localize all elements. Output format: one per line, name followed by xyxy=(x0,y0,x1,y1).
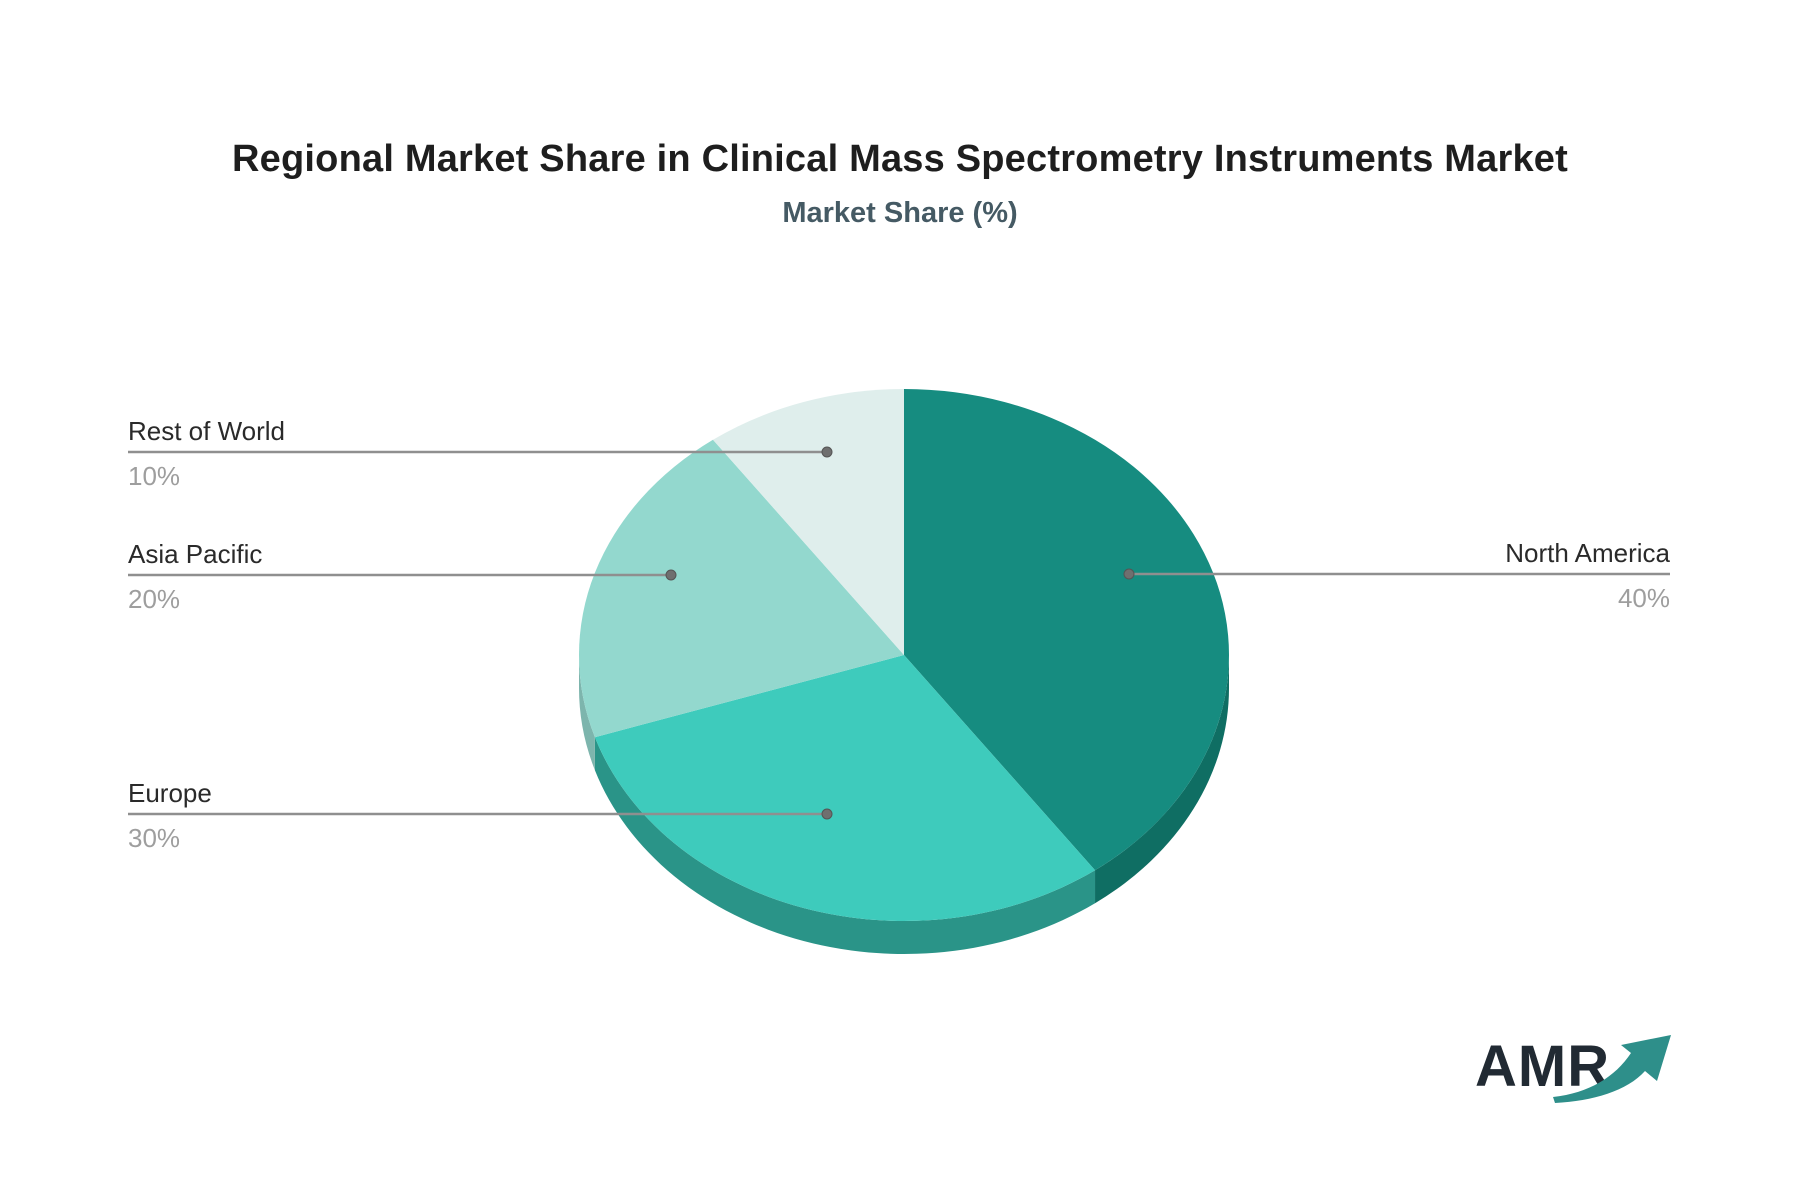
callout-value-north-america: 40% xyxy=(1617,583,1670,613)
amr-logo-arrow-icon xyxy=(1553,1035,1671,1103)
callout-label-europe: Europe xyxy=(128,778,212,808)
callout-value-asia-pacific: 20% xyxy=(128,584,181,614)
chart-subtitle: Market Share (%) xyxy=(782,197,1018,229)
pie-slice-asia-pacific[interactable] xyxy=(579,439,904,738)
leader-dot-asia-pacific xyxy=(665,569,677,581)
amr-logo-text: AMR xyxy=(1475,1034,1611,1099)
callout-label-rest-of-world: Rest of World xyxy=(128,416,286,446)
pie-slice-rest-of-world[interactable] xyxy=(712,389,904,655)
callout-label-north-america: North America xyxy=(1505,538,1670,568)
leader-dot-north-america xyxy=(1123,568,1135,580)
leader-dot-europe xyxy=(821,808,833,820)
pie-slice-side-north-america xyxy=(1095,655,1229,904)
callout-value-rest-of-world: 10% xyxy=(128,461,181,491)
pie-slice-europe[interactable] xyxy=(594,655,1096,921)
pie-slice-side-europe xyxy=(594,737,1096,955)
amr-logo: AMR xyxy=(1475,1033,1671,1123)
callout-label-asia-pacific: Asia Pacific xyxy=(128,539,263,569)
chart-title: Regional Market Share in Clinical Mass S… xyxy=(232,138,1568,180)
callout-value-europe: 30% xyxy=(128,823,181,853)
leader-dot-rest-of-world xyxy=(821,446,833,458)
pie-slice-side-asia-pacific xyxy=(579,655,595,771)
pie-slice-north-america[interactable] xyxy=(904,389,1229,871)
